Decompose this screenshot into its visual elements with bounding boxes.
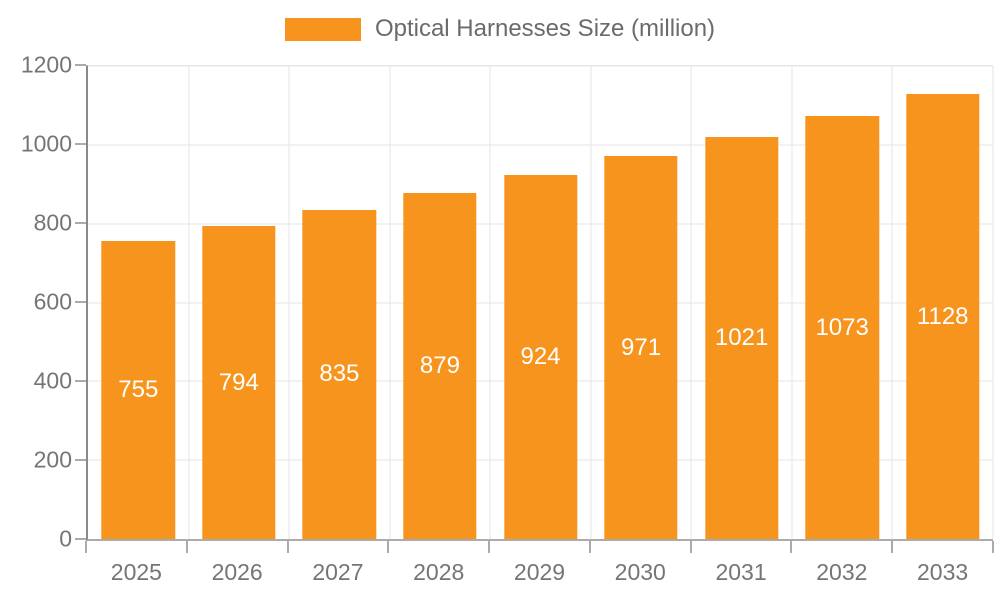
v-gridline [992,66,994,539]
legend[interactable]: Optical Harnesses Size (million) [0,17,1000,41]
h-gridline [88,144,993,146]
bar: 879 [403,192,477,539]
y-tick-label: 800 [33,209,72,236]
y-tick-label: 600 [33,288,72,315]
y-tick-mark [75,379,86,382]
bar: 1128 [906,94,980,539]
bar-value-label: 1128 [916,302,969,330]
y-axis-ticks [75,64,86,540]
x-tick-label: 2029 [513,559,566,585]
bar-value-label: 924 [520,342,561,370]
y-tick-mark [75,221,86,224]
bar: 835 [302,209,377,539]
v-gridline [188,66,190,539]
bar-value-label: 835 [319,360,360,388]
x-tick-mark [488,541,491,553]
bar-value-label: 1073 [815,313,869,341]
y-tick-label: 1000 [20,130,72,157]
x-tick-label: 2026 [211,559,263,585]
x-tick-label: 2033 [917,559,969,585]
x-tick-label: 2031 [715,559,767,585]
bar: 755 [101,241,175,539]
x-tick-mark [85,541,87,553]
bar: 794 [202,226,276,539]
bar: 1021 [704,136,779,539]
x-tick-mark [891,541,894,553]
h-gridline [88,65,993,67]
bar-value-label: 755 [118,376,159,404]
legend-swatch-icon [284,17,361,41]
y-tick-mark [75,538,86,540]
x-tick-label: 2030 [614,559,666,585]
x-axis-labels: 2025 2026 2027 2028 2029 2030 2031 2032 2033 [86,559,993,589]
x-tick-label: 2032 [816,559,868,585]
x-tick-mark [387,541,390,553]
legend-label: Optical Harnesses Size (million) [374,15,716,42]
x-tick-mark [286,541,289,553]
v-gridline [690,66,692,539]
bar-value-label: 879 [419,351,460,379]
bar-value-label: 1021 [714,323,769,351]
v-gridline [489,66,491,539]
x-tick-mark [185,541,188,553]
bar-value-label: 794 [218,368,259,396]
y-tick-mark [75,64,86,66]
y-tick-label: 200 [33,446,72,473]
x-tick-mark [790,541,793,553]
bar-value-label: 971 [621,333,662,361]
y-tick-label: 1200 [20,51,72,78]
x-tick-mark [992,541,994,553]
v-gridline [288,66,290,539]
x-tick-label: 2028 [413,559,465,585]
x-tick-mark [588,541,591,553]
y-tick-label: 0 [59,525,72,552]
y-tick-mark [75,301,86,303]
v-gridline [891,66,893,539]
y-tick-mark [75,142,86,145]
y-tick-mark [75,459,86,461]
bar: 971 [604,156,678,539]
bar: 924 [503,174,578,539]
y-tick-label: 400 [33,367,72,394]
y-axis-labels: 0 200 400 600 800 1000 1200 [0,53,72,550]
x-axis-ticks [85,541,994,553]
v-gridline [590,66,592,539]
x-tick-mark [689,541,692,553]
v-gridline [389,66,391,539]
x-tick-label: 2025 [110,559,162,585]
plot-area: 755 794 835 879 924 971 1021 1073 1128 [86,65,994,541]
x-tick-label: 2027 [312,559,364,585]
v-gridline [791,66,793,539]
bar: 1073 [805,116,879,539]
